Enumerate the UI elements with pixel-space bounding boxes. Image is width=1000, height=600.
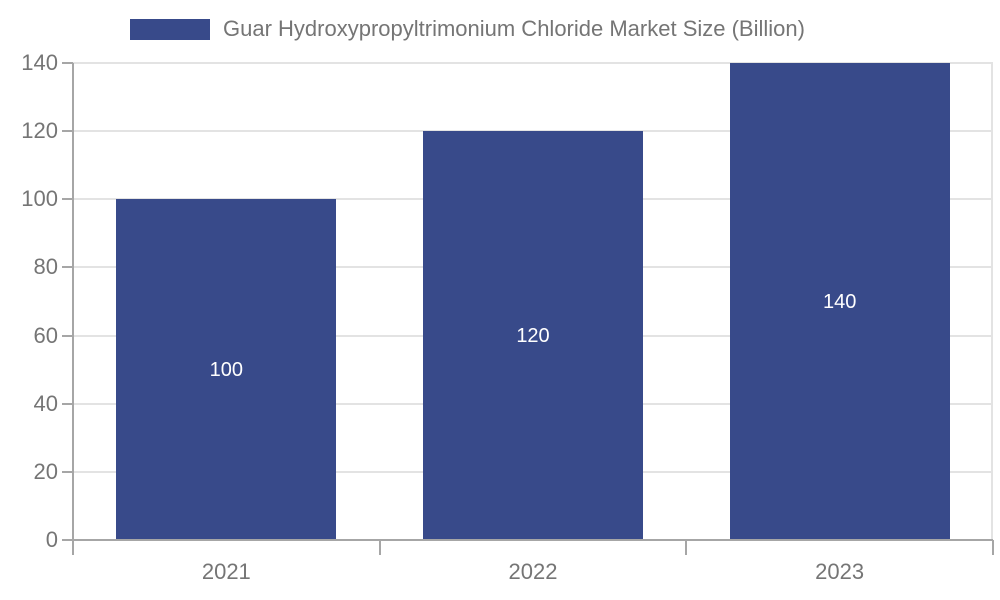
y-axis-tick bbox=[62, 198, 73, 201]
x-axis-line bbox=[73, 539, 993, 541]
x-axis-tick bbox=[992, 540, 994, 555]
y-tick-label: 100 bbox=[21, 186, 58, 212]
plot-area: 100 120 140 bbox=[73, 62, 993, 540]
legend-label: Guar Hydroxypropyltrimonium Chloride Mar… bbox=[223, 16, 805, 41]
x-tick-label-2021: 2021 bbox=[201, 559, 251, 584]
bar-value-label: 140 bbox=[822, 290, 857, 313]
y-axis-tick bbox=[62, 539, 73, 541]
y-axis-tick bbox=[62, 470, 73, 473]
chart-legend[interactable]: Guar Hydroxypropyltrimonium Chloride Mar… bbox=[130, 17, 805, 41]
x-axis-tick bbox=[685, 540, 688, 555]
y-axis-tick bbox=[62, 130, 73, 133]
x-tick-label-2022: 2022 bbox=[508, 559, 558, 584]
x-axis-tick bbox=[378, 540, 381, 555]
gridline bbox=[73, 130, 993, 133]
y-axis-tick bbox=[62, 266, 73, 269]
bar-2022[interactable] bbox=[423, 131, 643, 540]
bar-2023[interactable] bbox=[729, 63, 950, 540]
bar-value-label: 100 bbox=[209, 358, 244, 381]
y-axis-tick bbox=[62, 334, 73, 337]
y-tick-label: 120 bbox=[21, 118, 58, 144]
y-tick-label: 140 bbox=[21, 50, 58, 75]
legend-swatch bbox=[130, 18, 210, 40]
plot-right-border bbox=[991, 63, 993, 540]
gridline bbox=[73, 62, 993, 64]
y-tick-label: 40 bbox=[33, 390, 58, 416]
y-tick-label: 80 bbox=[33, 254, 58, 280]
bar-2021[interactable] bbox=[116, 199, 337, 540]
y-axis-line bbox=[72, 63, 74, 555]
y-tick-label: 20 bbox=[33, 458, 58, 484]
y-tick-label: 60 bbox=[33, 322, 58, 348]
y-axis-tick bbox=[62, 62, 73, 64]
y-tick-label: 0 bbox=[45, 527, 58, 552]
y-axis-tick bbox=[62, 402, 73, 405]
x-tick-label-2023: 2023 bbox=[815, 559, 865, 584]
x-axis-tick bbox=[72, 540, 74, 555]
bar-value-label: 120 bbox=[516, 324, 550, 347]
